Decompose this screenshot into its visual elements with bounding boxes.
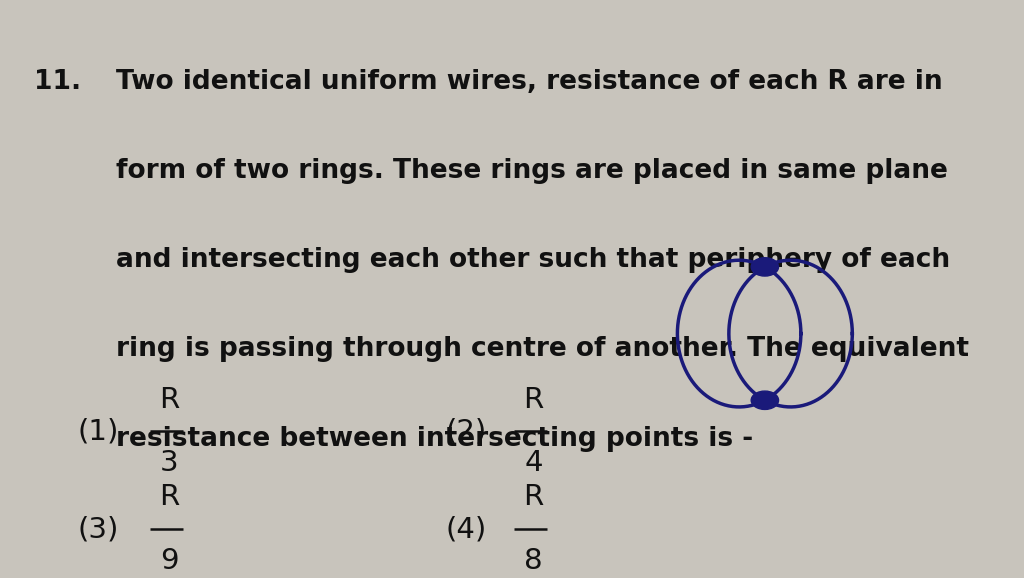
Text: 4: 4 <box>524 449 543 477</box>
Text: (4): (4) <box>445 515 487 543</box>
Text: ring is passing through centre of another. The equivalent: ring is passing through centre of anothe… <box>116 336 969 362</box>
Text: 9: 9 <box>160 547 178 575</box>
Text: resistance between intersecting points is -: resistance between intersecting points i… <box>116 425 753 451</box>
Text: (2): (2) <box>445 417 487 445</box>
Text: R: R <box>159 483 179 512</box>
Text: and intersecting each other such that periphery of each: and intersecting each other such that pe… <box>116 247 950 273</box>
Text: R: R <box>523 386 544 414</box>
Text: R: R <box>159 386 179 414</box>
Circle shape <box>752 258 778 276</box>
Text: 8: 8 <box>524 547 543 575</box>
Text: Two identical uniform wires, resistance of each R are in: Two identical uniform wires, resistance … <box>116 69 942 95</box>
Text: 3: 3 <box>160 449 178 477</box>
Text: 11.: 11. <box>34 69 82 95</box>
Text: form of two rings. These rings are placed in same plane: form of two rings. These rings are place… <box>116 158 947 184</box>
Text: (3): (3) <box>77 515 119 543</box>
Text: R: R <box>523 483 544 512</box>
Circle shape <box>752 391 778 409</box>
Text: (1): (1) <box>77 417 119 445</box>
